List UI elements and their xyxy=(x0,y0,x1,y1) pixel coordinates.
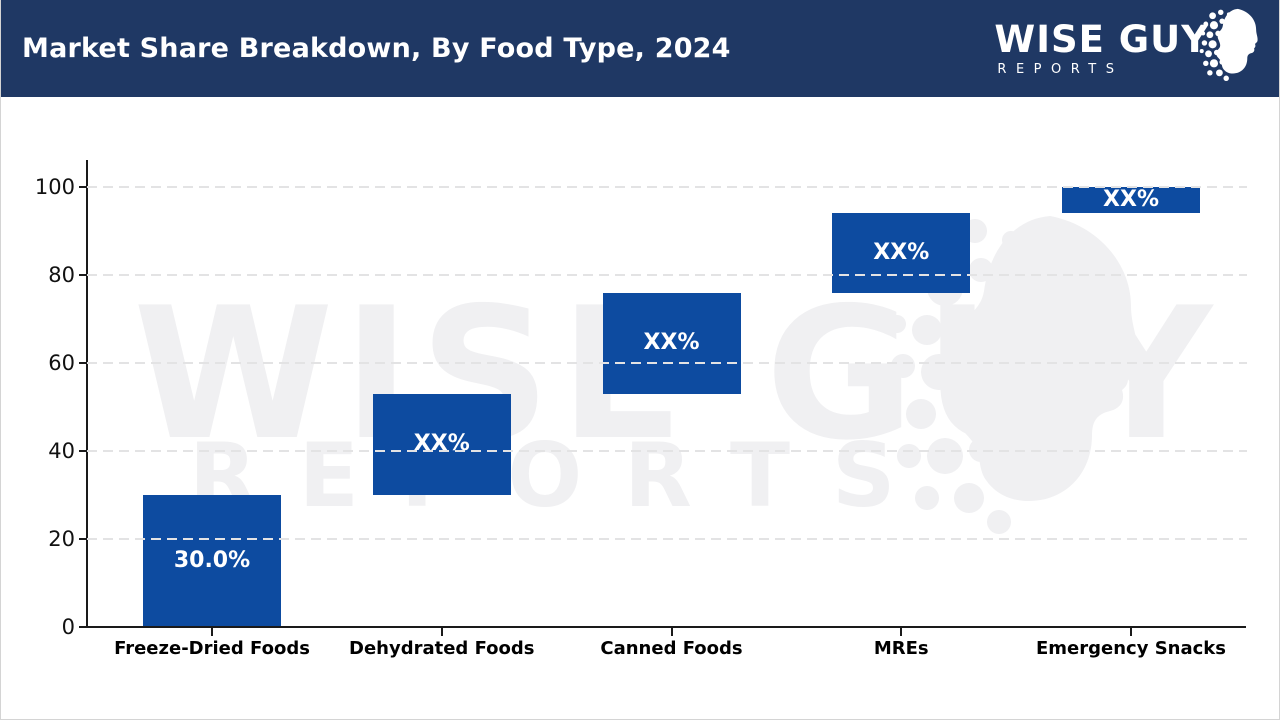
bar-value-label: XX% xyxy=(873,240,930,265)
bar-segment xyxy=(143,495,281,627)
y-axis-line xyxy=(86,160,88,628)
watermark-wordmark-reports: REPORTS xyxy=(189,424,938,527)
gridline xyxy=(87,538,1247,540)
x-category-label: MREs xyxy=(873,638,929,659)
page-title: Market Share Breakdown, By Food Type, 20… xyxy=(22,33,731,64)
x-tick-mark xyxy=(670,628,673,636)
y-tick-label: 40 xyxy=(48,439,75,463)
y-tick-mark xyxy=(79,362,87,364)
x-category-label: Dehydrated Foods xyxy=(349,638,535,659)
y-tick-label: 0 xyxy=(61,615,75,639)
x-axis-line xyxy=(86,626,1246,628)
gridline xyxy=(87,450,1247,452)
y-tick-label: 80 xyxy=(48,263,75,287)
y-tick-mark xyxy=(79,538,87,540)
y-tick-label: 60 xyxy=(48,351,75,375)
x-tick-mark xyxy=(211,628,213,636)
x-tick-mark xyxy=(440,628,443,636)
header-bar: Market Share Breakdown, By Food Type, 20… xyxy=(1,0,1279,97)
x-tick-mark xyxy=(1130,628,1132,636)
gridline xyxy=(87,362,1247,364)
y-tick-label: 20 xyxy=(48,527,75,551)
gridline xyxy=(87,274,1247,276)
bar-value-label: 30.0% xyxy=(173,548,251,573)
bar-segment xyxy=(1062,187,1200,214)
logo-wordmark: WISE GUY xyxy=(994,17,1209,61)
gridline xyxy=(87,186,1247,188)
bar-segment xyxy=(832,213,971,293)
bar-segment xyxy=(602,292,741,394)
x-category-label: Freeze-Dried Foods xyxy=(114,638,310,659)
bar-value-label: XX% xyxy=(643,330,700,356)
y-tick-mark xyxy=(79,626,87,628)
y-tick-mark xyxy=(79,450,87,452)
bar-value-label: XX% xyxy=(413,431,470,457)
bar-segment xyxy=(372,393,511,495)
x-category-label: Emergency Snacks xyxy=(1036,638,1226,659)
wiseguy-logo-text: WISE GUY REPORTS xyxy=(994,21,1209,77)
logo-wordmark-reports: REPORTS xyxy=(997,61,1124,77)
x-category-label: Canned Foods xyxy=(600,638,743,659)
y-tick-mark xyxy=(79,186,87,188)
y-tick-label: 100 xyxy=(34,175,75,199)
bar-value-label: XX% xyxy=(1103,187,1159,213)
wiseguy-logo: WISE GUY REPORTS xyxy=(994,6,1279,92)
wiseguy-head-icon xyxy=(1199,6,1267,92)
y-tick-mark xyxy=(79,274,87,276)
x-tick-mark xyxy=(900,628,903,636)
